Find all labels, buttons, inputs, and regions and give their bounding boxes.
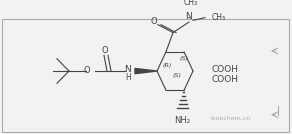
Text: (S): (S) <box>180 56 189 61</box>
Text: (S): (S) <box>173 73 182 78</box>
Text: O: O <box>151 17 157 26</box>
Text: NH₂: NH₂ <box>174 116 190 125</box>
FancyBboxPatch shape <box>2 19 289 132</box>
Text: O: O <box>84 66 90 75</box>
Text: CH₃: CH₃ <box>184 0 198 7</box>
Text: (R): (R) <box>162 63 172 68</box>
Text: H: H <box>125 73 131 82</box>
Text: COOH: COOH <box>212 65 239 74</box>
Text: CH₃: CH₃ <box>212 13 226 22</box>
Polygon shape <box>135 68 157 74</box>
Text: lookchem.cn: lookchem.cn <box>210 116 250 121</box>
Text: N: N <box>186 12 192 21</box>
Text: N: N <box>124 65 131 74</box>
Text: COOH: COOH <box>212 75 239 84</box>
Text: O: O <box>102 46 108 55</box>
